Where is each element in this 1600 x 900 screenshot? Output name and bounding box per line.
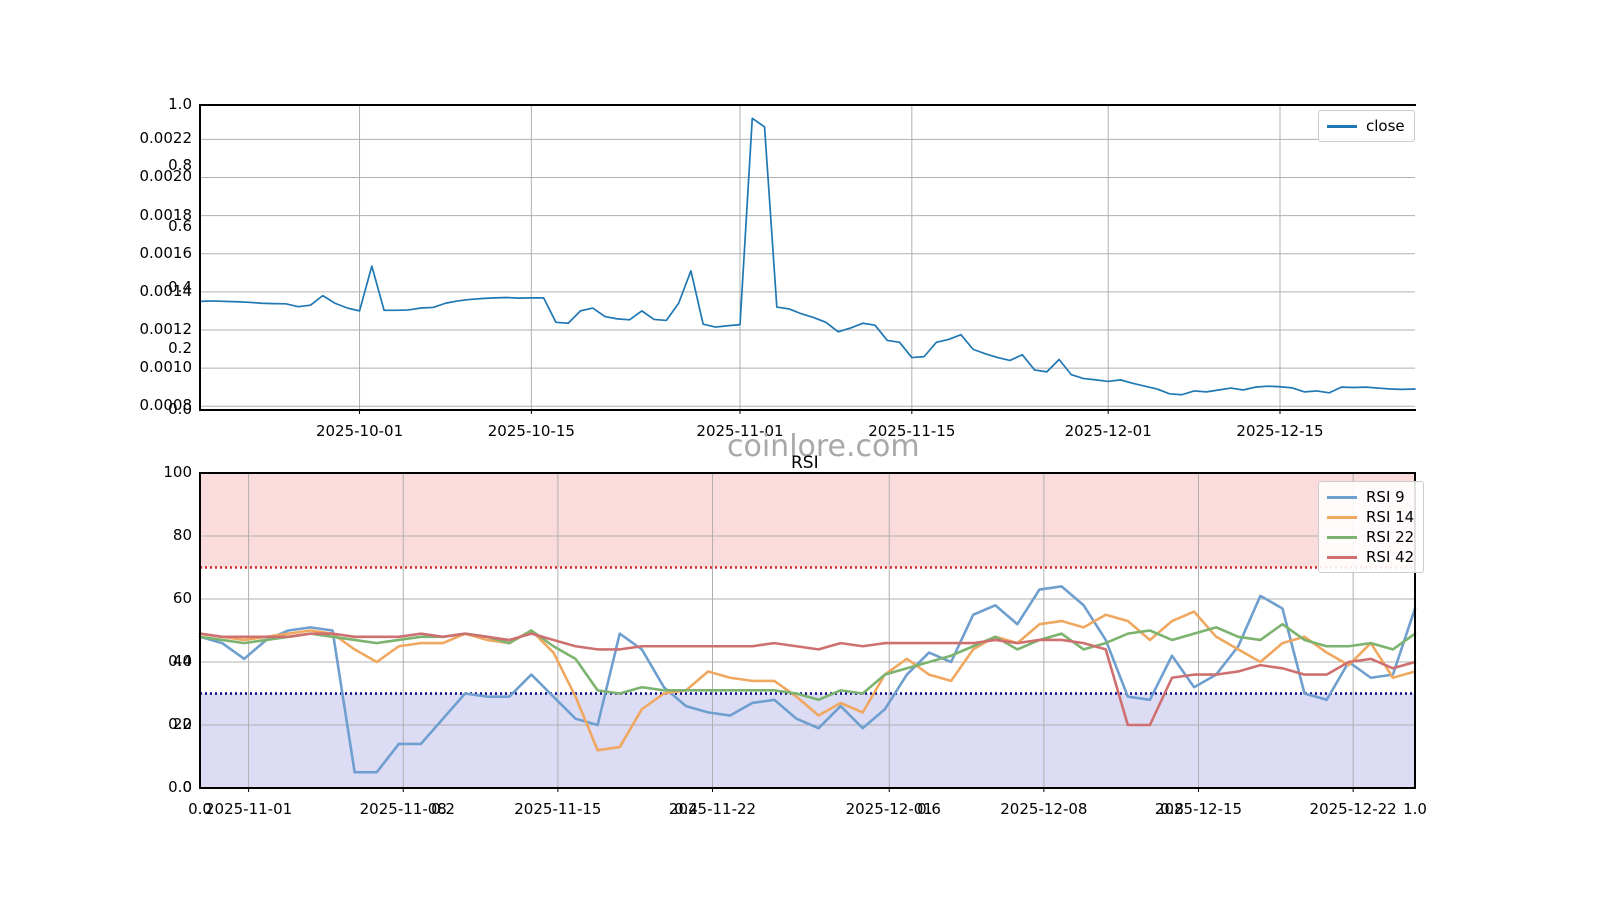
- rsi-x-overlay-tick-1: 0.2: [431, 800, 455, 818]
- price-y-overlay-tick-5: 1.0: [168, 95, 192, 113]
- legend-label-rsi-14: RSI 14: [1366, 508, 1415, 526]
- rsi-x-tick-0: 2025-11-01: [205, 800, 293, 818]
- legend-label-rsi-22: RSI 22: [1366, 528, 1415, 546]
- rsi-x-tick-1: 2025-11-08: [359, 800, 447, 818]
- price-y-tick-5: 0.0018: [139, 205, 193, 224]
- rsi-x-tick-4: 2025-12-01: [845, 800, 933, 818]
- legend-label-close: close: [1366, 117, 1405, 135]
- legend-swatch-rsi-22: [1327, 535, 1357, 539]
- price-y-overlay-tick-2: 0.4: [168, 278, 192, 296]
- price-y-tick-6: 0.0020: [139, 167, 193, 186]
- price-y-tick-7: 0.0022: [139, 129, 193, 148]
- legend-item-rsi-22[interactable]: RSI 22: [1327, 527, 1414, 547]
- rsi-axis-bottom: [199, 787, 1416, 789]
- price-x-tick-5: 2025-12-15: [1236, 422, 1324, 440]
- rsi-y-tick-4: 80: [172, 526, 192, 544]
- price-x-tick-4: 2025-12-01: [1064, 422, 1152, 440]
- rsi-y-tick-0: 0: [182, 778, 192, 796]
- watermark: coinlore.com: [727, 429, 920, 464]
- legend-item-close[interactable]: close: [1327, 116, 1405, 136]
- legend-label-rsi-9: RSI 9: [1366, 488, 1405, 506]
- price-axis-left: [199, 105, 201, 411]
- price-x-tick-3: 2025-11-15: [868, 422, 956, 440]
- rsi-x-overlay-tick-3: 0.6: [917, 800, 941, 818]
- legend-swatch-rsi-42: [1327, 555, 1357, 559]
- rsi-x-overlay-tick-4: 0.8: [1160, 800, 1184, 818]
- rsi-x-overlay-tick-5: 1.0: [1403, 800, 1427, 818]
- rsi-y-tick-3: 60: [172, 589, 192, 607]
- rsi-axis-top: [199, 472, 1416, 474]
- price-y-tick-4: 0.0016: [139, 243, 193, 262]
- rsi-x-tick-6: 2025-12-15: [1154, 800, 1243, 818]
- price-plot-svg: [199, 105, 1416, 414]
- rsi-panel: [198, 473, 1417, 792]
- legend-swatch-close: [1327, 124, 1357, 128]
- legend-item-rsi-9[interactable]: RSI 9: [1327, 487, 1414, 507]
- rsi-axis-left: [199, 473, 201, 789]
- legend-swatch-rsi-14: [1327, 515, 1357, 519]
- rsi-axis-right: [1414, 473, 1416, 789]
- rsi-y-overlay-tick-0: 0.0: [168, 778, 192, 796]
- price-y-tick-3: 0.0014: [139, 281, 193, 300]
- price-y-tick-2: 0.0012: [139, 319, 193, 338]
- price-x-tick-0: 2025-10-01: [315, 422, 404, 440]
- rsi-y-overlay-tick-2: 0.4: [168, 652, 192, 670]
- price-y-overlay-tick-0: 0.0: [168, 400, 192, 418]
- price-panel: [199, 105, 1416, 414]
- price-x-tick-2: 2025-11-01: [696, 422, 784, 440]
- price-y-overlay-tick-4: 0.8: [168, 156, 192, 174]
- legend-item-rsi-42[interactable]: RSI 42: [1327, 547, 1414, 567]
- rsi-x-overlay-tick-2: 0.4: [674, 800, 698, 818]
- price-y-overlay-tick-3: 0.6: [168, 217, 192, 235]
- price-y-overlay-tick-1: 0.2: [168, 339, 192, 357]
- rsi-y-overlay-tick-1: 0.2: [168, 715, 192, 733]
- rsi-y-tick-2: 40: [172, 652, 192, 670]
- rsi-x-tick-2: 2025-11-15: [514, 800, 602, 818]
- price-axis-bottom: [199, 409, 1416, 411]
- legend-item-rsi-14[interactable]: RSI 14: [1327, 507, 1414, 527]
- price-y-tick-0: 0.0008: [139, 396, 193, 415]
- rsi-plot-svg: [198, 473, 1417, 792]
- rsi-x-tick-7: 2025-12-22: [1309, 800, 1397, 818]
- rsi-x-tick-3: 2025-11-22: [668, 800, 757, 818]
- legend-swatch-rsi-9: [1327, 495, 1357, 499]
- price-y-tick-1: 0.0010: [139, 358, 193, 377]
- rsi-x-overlay-tick-0: 0.0: [188, 800, 212, 818]
- rsi-y-tick-1: 20: [172, 715, 192, 733]
- price-legend[interactable]: close: [1318, 110, 1415, 142]
- legend-label-rsi-42: RSI 42: [1366, 548, 1415, 566]
- price-axis-top: [199, 104, 1416, 106]
- rsi-legend[interactable]: RSI 9 RSI 14 RSI 22 RSI 42: [1318, 481, 1425, 573]
- rsi-panel-title: RSI: [791, 453, 819, 473]
- rsi-x-tick-5: 2025-12-08: [1000, 800, 1088, 818]
- rsi-y-tick-5: 100: [163, 463, 192, 481]
- price-x-tick-1: 2025-10-15: [487, 422, 575, 440]
